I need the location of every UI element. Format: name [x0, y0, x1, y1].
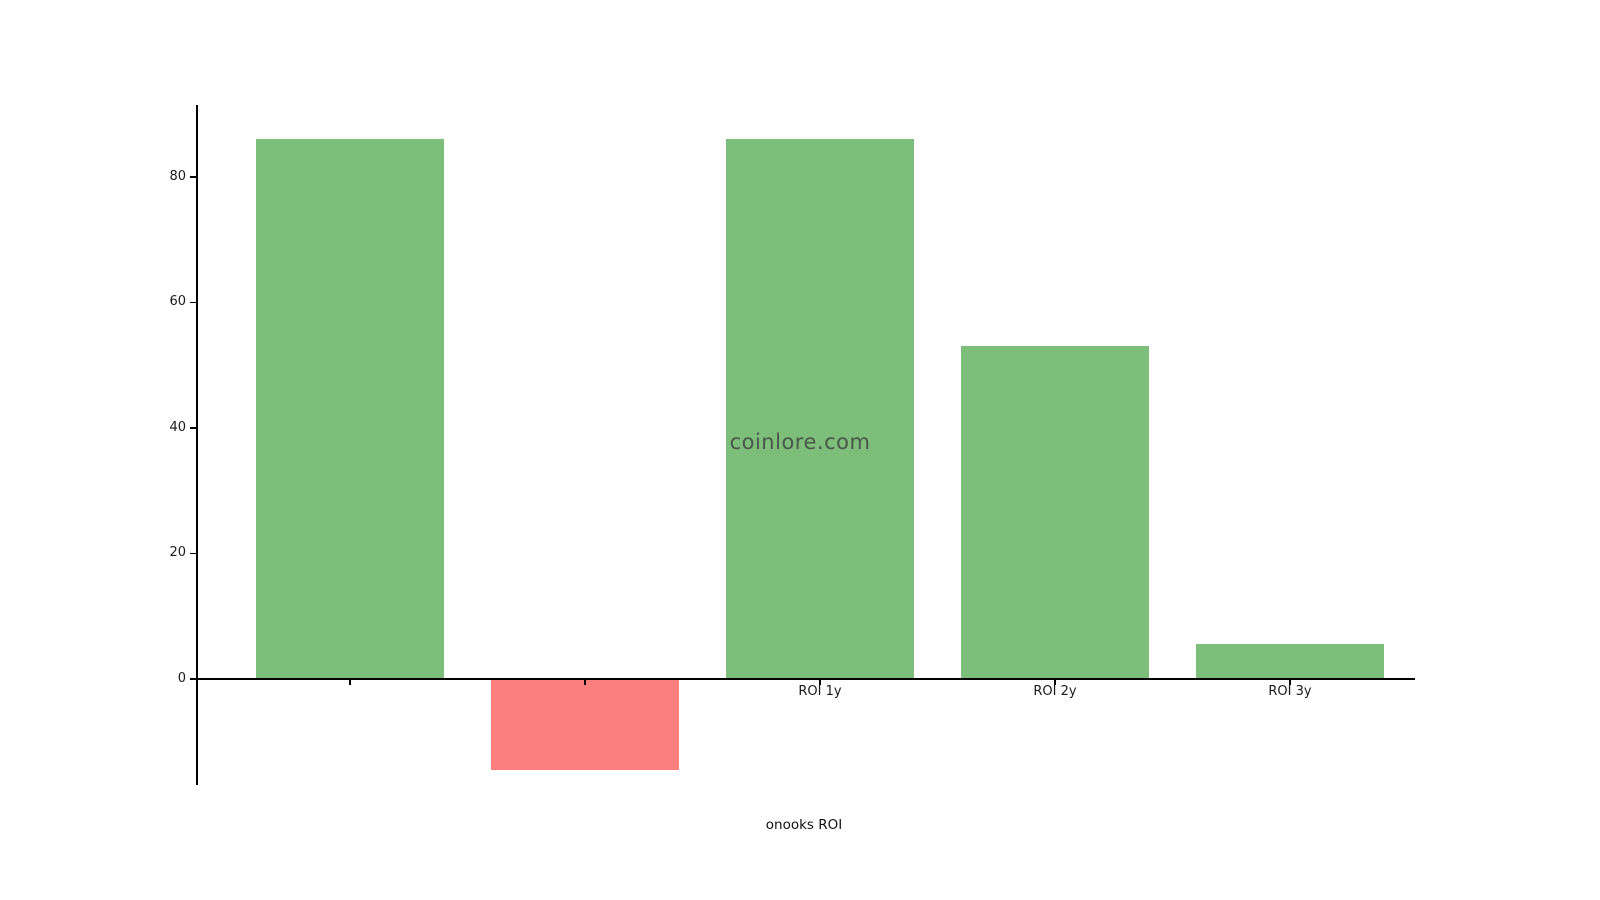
y-tick-mark: [190, 552, 196, 555]
y-tick-label: 40: [169, 419, 186, 435]
x-axis-title: onooks ROI: [765, 817, 843, 833]
y-tick-label: 60: [169, 294, 186, 309]
bar-roi-2y: [961, 346, 1149, 679]
y-tick-mark: [190, 678, 196, 680]
y-tick-mark: [190, 301, 196, 304]
bar-roi-1y: [726, 139, 914, 679]
y-tick-label: 0: [177, 670, 186, 686]
x-tick-mark: [819, 679, 821, 685]
x-tick-label: ROI 2y: [1033, 684, 1077, 699]
y-tick-mark: [190, 427, 196, 429]
x-axis-line: [196, 678, 1415, 680]
x-tick-mark: [349, 679, 351, 685]
bar-roi-3y: [1196, 644, 1384, 679]
y-tick-label: 20: [169, 545, 186, 560]
x-tick-mark: [1054, 679, 1056, 685]
x-tick-mark: [584, 679, 586, 685]
bar-unlabeled-2: [491, 680, 679, 770]
x-tick-mark: [1289, 679, 1291, 685]
bar-unlabeled-1: [256, 139, 444, 679]
y-tick-mark: [190, 176, 196, 178]
x-tick-label: ROI 1y: [798, 684, 842, 699]
y-tick-label: 80: [169, 168, 186, 184]
x-tick-label: ROI 3y: [1268, 684, 1312, 699]
y-axis-line: [196, 105, 198, 785]
watermark-text: coinlore.com: [729, 430, 871, 454]
